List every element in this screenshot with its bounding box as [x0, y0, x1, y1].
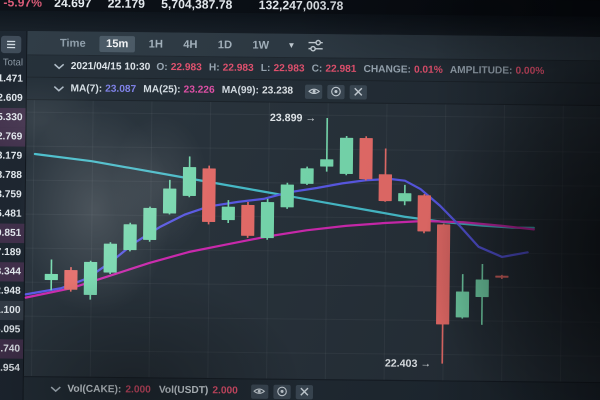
amplitude-label: AMPLITUDE: [449, 64, 513, 77]
open-label: O: [156, 61, 168, 74]
stat-volume-quote: 132,247,003.78 [258, 0, 344, 13]
remove-indicator-close-icon[interactable] [349, 84, 368, 99]
orderbook-total-row[interactable]: 6.095 [0, 323, 21, 336]
orderbook-total-row[interactable]: 8.740 [0, 339, 24, 359]
ma25-value: 23.226 [183, 84, 215, 96]
interval-tab-1w[interactable]: 1W [252, 38, 270, 52]
stat-high: 24.697 [54, 0, 92, 11]
interval-tabs: 15m 1H 4H 1D 1W [99, 35, 284, 53]
ma7-label: MA(7): [70, 83, 103, 95]
interval-tab-4h[interactable]: 4H [183, 38, 198, 51]
orderbook-total-row[interactable]: 8.344 [0, 262, 25, 282]
low-label: L: [260, 62, 271, 75]
interval-tab-15m[interactable]: 15m [99, 35, 135, 52]
ma25-label: MA(25): [143, 83, 181, 96]
orderbook-icon[interactable] [0, 35, 22, 54]
collapse-chevron-icon[interactable] [53, 63, 65, 70]
low-value: 22.983 [273, 62, 305, 75]
change-label: CHANGE: [363, 63, 411, 76]
close-value: 22.981 [325, 63, 357, 76]
stat-volume-base: 5,704,387.78 [161, 0, 233, 12]
candlestick-chart[interactable]: 23.899 → 22.403 → [24, 100, 600, 382]
ma7-value: 23.087 [105, 83, 137, 96]
orderbook-total-header: Total [2, 57, 24, 69]
change-value: 0.01% [413, 64, 443, 76]
close-label: C: [311, 63, 323, 75]
vol-usdt-value: 2.000 [212, 385, 238, 397]
vol-usdt-label: Vol(USDT) [158, 384, 209, 397]
ma99-value: 23.238 [261, 85, 294, 97]
change-percent: 0 -5.97% [0, 0, 43, 10]
orderbook-total-row[interactable]: 0.954 [0, 362, 20, 374]
interval-tab-1h[interactable]: 1H [148, 37, 164, 51]
orderbook-total-row[interactable]: 8.788 [0, 169, 22, 182]
hide-indicator-eye-icon[interactable] [305, 84, 323, 99]
collapse-chevron-icon[interactable] [53, 85, 64, 92]
orderbook-total-row[interactable]: 5.330 [0, 107, 26, 128]
orderbook-total-row[interactable]: 7.189 [0, 246, 22, 259]
svg-text:23.899 →: 23.899 → [270, 112, 316, 124]
stat-low: 22.179 [107, 0, 146, 11]
open-value: 22.983 [170, 61, 202, 74]
high-value: 22.983 [222, 62, 254, 74]
collapse-chevron-icon[interactable] [50, 385, 61, 393]
indicator-settings-icon[interactable] [327, 84, 345, 99]
ma99-label: MA(99): [221, 84, 260, 97]
orderbook-total-row[interactable]: 3.759 [0, 189, 22, 201]
orderbook-total-row[interactable]: 3.179 [0, 150, 23, 162]
orderbook-total-row[interactable]: 2.948 [0, 285, 21, 297]
amplitude-value: 0.00% [515, 65, 545, 77]
volume-settings-icon[interactable] [273, 384, 291, 399]
orderbook-total-row[interactable]: 2.609 [0, 92, 23, 105]
orderbook-total-row[interactable]: 2.769 [0, 127, 26, 147]
chart-panel: Time 15m 1H 4H 1D 1W ▼ [23, 30, 600, 400]
vol-cake-label: Vol(CAKE): [67, 383, 122, 396]
time-label: Time [59, 36, 86, 50]
orderbook-total-row[interactable]: 6.481 [0, 208, 22, 220]
orderbook-total-row[interactable]: 1.100 [0, 300, 24, 321]
remove-volume-close-icon[interactable] [295, 384, 313, 399]
candle-datetime: 2021/04/15 10:30 [70, 60, 151, 73]
orderbook-total-row[interactable]: 1.471 [0, 73, 23, 85]
vol-cake-value: 2.000 [125, 384, 151, 396]
svg-text:22.403 →: 22.403 → [385, 358, 431, 370]
chart-settings-sliders-icon[interactable] [308, 39, 324, 52]
hide-volume-eye-icon[interactable] [250, 384, 269, 399]
more-intervals-caret-icon[interactable]: ▼ [287, 40, 296, 51]
high-label: H: [208, 62, 220, 74]
orderbook-total-row[interactable]: 0.851 [0, 223, 25, 244]
interval-tab-1d[interactable]: 1D [217, 38, 233, 51]
orderbook-rows: 1.471 2.609 5.330 2.769 3.179 8.788 3.759 6.481… [0, 69, 26, 378]
